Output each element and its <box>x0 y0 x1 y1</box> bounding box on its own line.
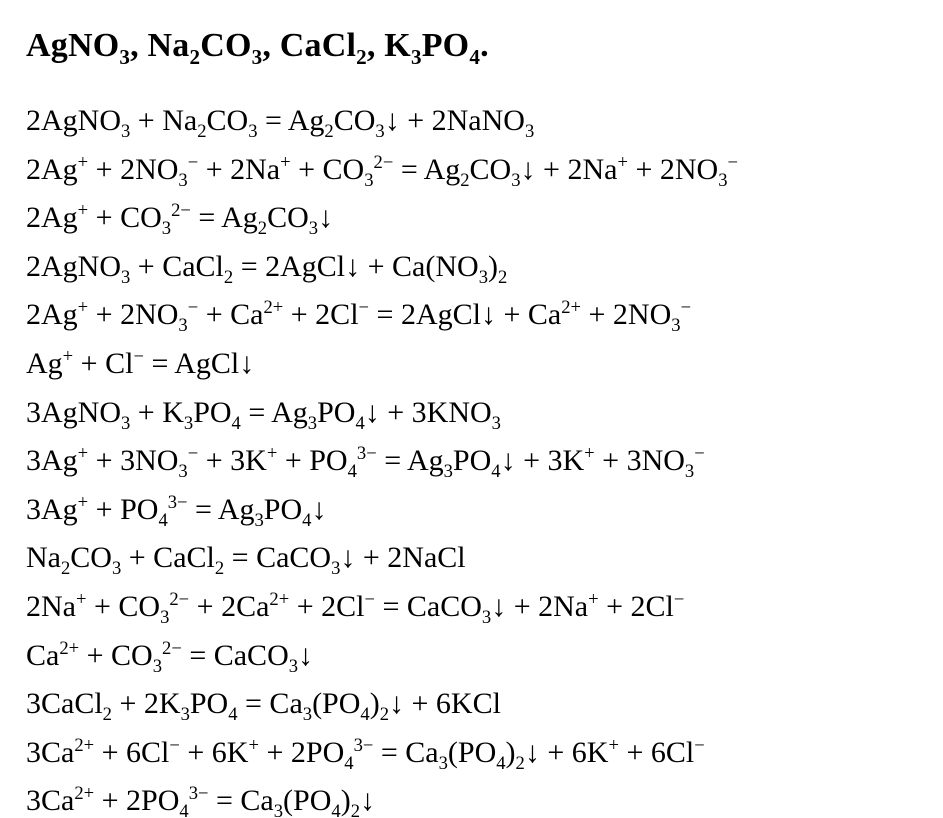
equation-line: 2Na+ + CO32− + 2Ca2+ + 2Cl− = CaCO3↓ + 2… <box>26 583 917 632</box>
equation-line: 2Ag+ + CO32− = Ag2CO3↓ <box>26 194 917 243</box>
equation-line: 3Ag+ + PO43− = Ag3PO4↓ <box>26 486 917 535</box>
equation-line: 3CaCl2 + 2K3PO4 = Ca3(PO4)2↓ + 6KCl <box>26 680 917 729</box>
equation-line: 2AgNO3 + Na2CO3 = Ag2CO3↓ + 2NaNO3 <box>26 97 917 146</box>
equation-line: Ag+ + Cl− = AgCl↓ <box>26 340 917 389</box>
equation-line: 2Ag+ + 2NO3− + 2Na+ + CO32− = Ag2CO3↓ + … <box>26 146 917 195</box>
equation-line: 3Ag+ + 3NO3− + 3K+ + PO43− = Ag3PO4↓ + 3… <box>26 437 917 486</box>
equation-line: Ca2+ + CO32− = CaCO3↓ <box>26 632 917 681</box>
equation-list: 2AgNO3 + Na2CO3 = Ag2CO3↓ + 2NaNO32Ag+ +… <box>26 97 917 818</box>
equation-line: 2AgNO3 + CaCl2 = 2AgCl↓ + Ca(NO3)2 <box>26 243 917 292</box>
equation-line: 3Ca2+ + 6Cl− + 6K+ + 2PO43− = Ca3(PO4)2↓… <box>26 729 917 778</box>
compound-list-title: AgNO3, Na2CO3, CaCl2, K3PO4. <box>26 18 917 73</box>
equation-line: 3Ca2+ + 2PO43− = Ca3(PO4)2↓ <box>26 777 917 818</box>
equation-line: Na2CO3 + CaCl2 = CaCO3↓ + 2NaCl <box>26 534 917 583</box>
equation-line: 3AgNO3 + K3PO4 = Ag3PO4↓ + 3KNO3 <box>26 389 917 438</box>
document-page: AgNO3, Na2CO3, CaCl2, K3PO4. 2AgNO3 + Na… <box>0 0 943 818</box>
equation-line: 2Ag+ + 2NO3− + Ca2+ + 2Cl− = 2AgCl↓ + Ca… <box>26 291 917 340</box>
